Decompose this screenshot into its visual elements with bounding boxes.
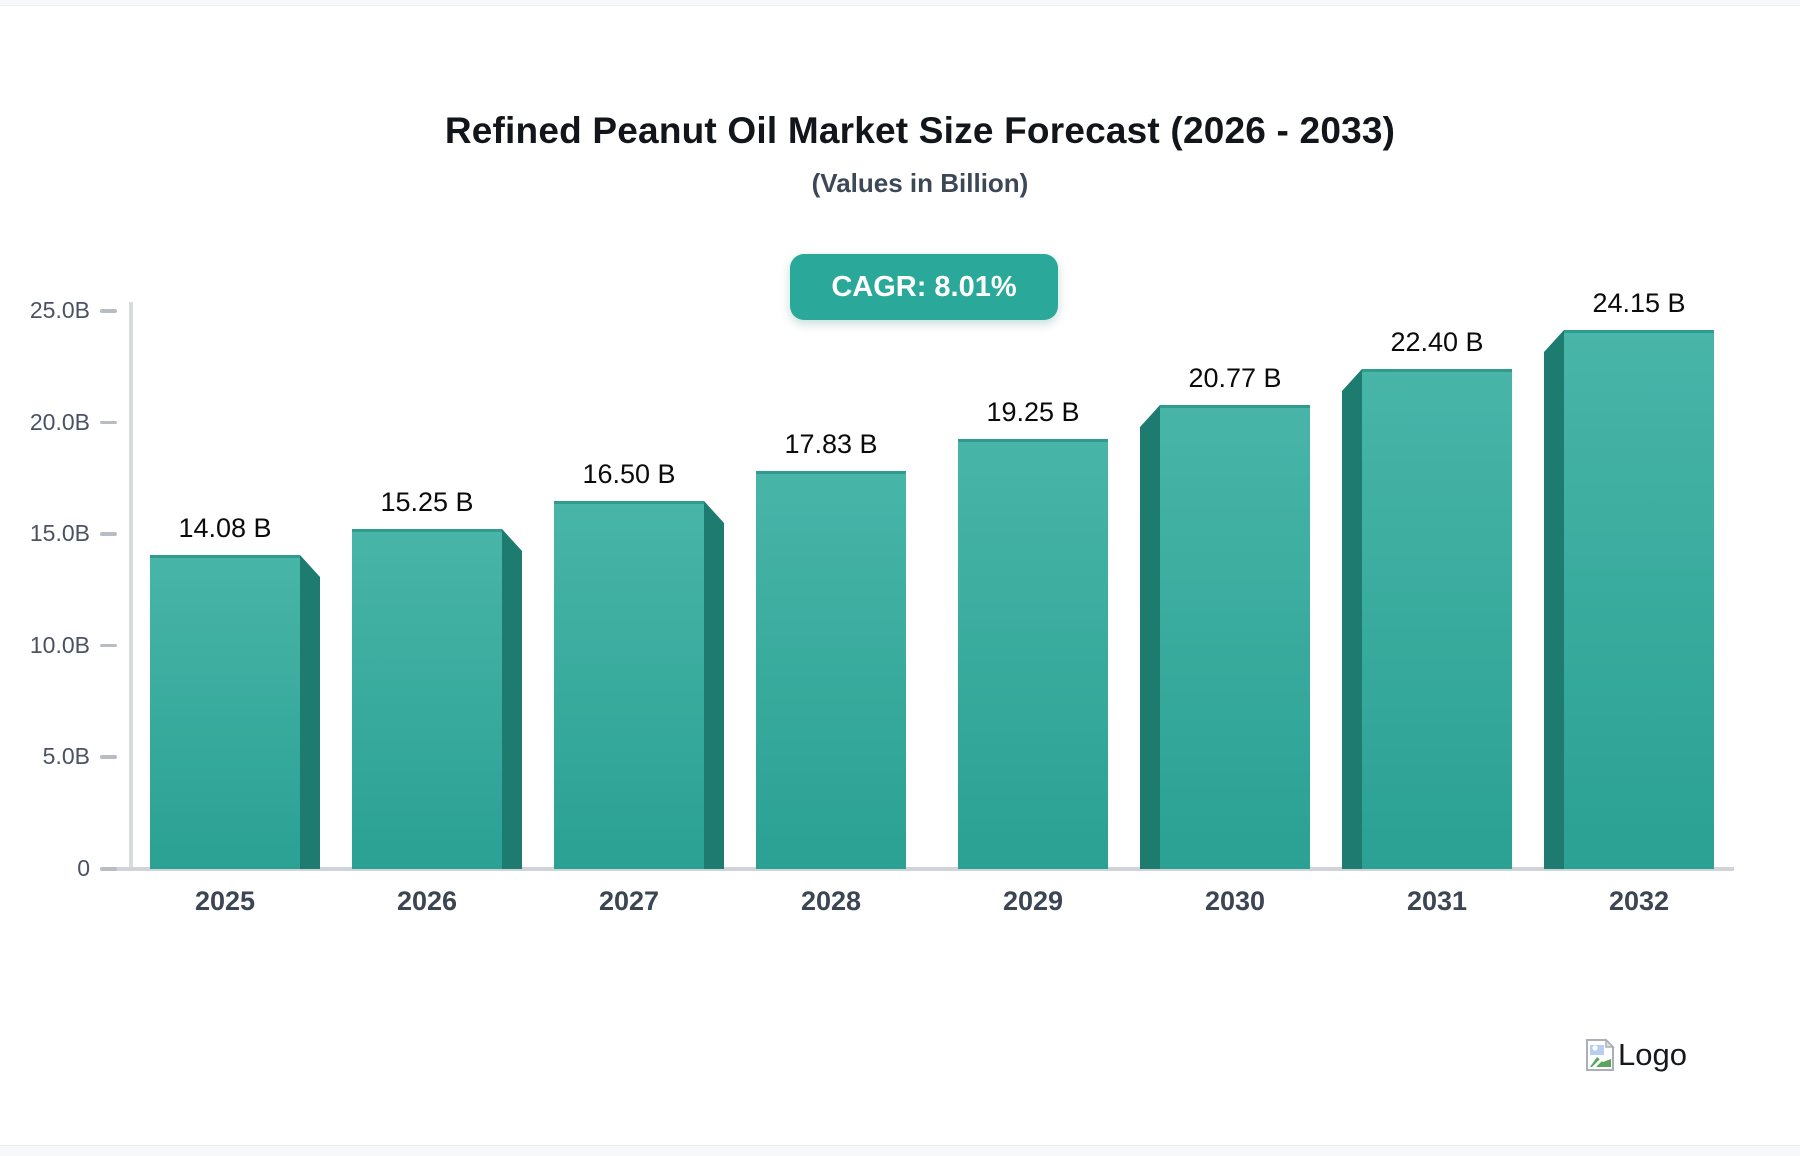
bar-value-label: 24.15 B bbox=[1592, 288, 1686, 318]
y-axis-line bbox=[129, 302, 133, 870]
bar-2029 bbox=[958, 439, 1108, 869]
cagr-badge: CAGR: 8.01% bbox=[790, 254, 1058, 320]
x-axis-label-2026: 2026 bbox=[396, 886, 458, 916]
page-bottom-strip bbox=[0, 1145, 1800, 1156]
bar-2032 bbox=[1544, 330, 1714, 869]
y-tick-label: 15.0B bbox=[29, 520, 90, 547]
bar-value-label: 19.25 B bbox=[986, 397, 1080, 427]
bar-2027 bbox=[554, 501, 724, 869]
broken-image-icon bbox=[1586, 1038, 1615, 1072]
chart-title: Refined Peanut Oil Market Size Forecast … bbox=[444, 110, 1396, 151]
y-tick-label: 5.0B bbox=[42, 743, 90, 770]
bar-2026 bbox=[352, 529, 522, 869]
bar-3d-side bbox=[704, 501, 724, 869]
x-axis-label-2031: 2031 bbox=[1406, 886, 1468, 916]
x-axis-line bbox=[110, 867, 1734, 871]
bar-value-label: 20.77 B bbox=[1188, 363, 1282, 393]
bar-value-label: 17.83 B bbox=[784, 429, 878, 459]
y-tick-mark bbox=[100, 643, 117, 648]
y-tick-mark bbox=[100, 755, 117, 759]
logo: Logo bbox=[1584, 1037, 1687, 1072]
y-tick-mark bbox=[100, 420, 117, 425]
bar-2030 bbox=[1140, 405, 1310, 869]
y-tick-mark bbox=[100, 532, 117, 536]
y-tick-label: 25.0B bbox=[29, 297, 90, 323]
bar-3d-side bbox=[502, 529, 522, 869]
bar-2028 bbox=[756, 471, 906, 869]
bar-value-label: 15.25 B bbox=[380, 487, 474, 517]
x-axis-label-2029: 2029 bbox=[1002, 886, 1064, 916]
x-axis-label-2030: 2030 bbox=[1204, 886, 1266, 916]
bar-3d-side bbox=[300, 555, 320, 869]
bar-2025 bbox=[150, 555, 320, 869]
y-tick-label: 10.0B bbox=[29, 631, 90, 658]
y-tick-label: 0 bbox=[77, 855, 90, 881]
bar-value-label: 14.08 B bbox=[178, 513, 272, 543]
bar-value-label: 16.50 B bbox=[582, 459, 676, 489]
x-axis-label-2028: 2028 bbox=[800, 886, 862, 916]
y-tick-mark bbox=[100, 867, 117, 871]
y-tick-mark bbox=[100, 309, 117, 313]
bar-3d-side bbox=[1342, 369, 1362, 869]
bar-2031 bbox=[1342, 369, 1512, 869]
logo-alt-text: Logo bbox=[1618, 1037, 1687, 1072]
bar-value-label: 22.40 B bbox=[1390, 327, 1484, 357]
x-axis-label-2025: 2025 bbox=[194, 886, 256, 916]
y-tick-label: 20.0B bbox=[29, 408, 90, 435]
x-axis-label-2032: 2032 bbox=[1608, 886, 1670, 916]
x-axis-label-2027: 2027 bbox=[598, 886, 660, 916]
page-top-strip bbox=[0, 0, 1800, 6]
chart-subtitle: (Values in Billion) bbox=[811, 168, 1029, 198]
bar-3d-side bbox=[1544, 330, 1564, 869]
bar-3d-side bbox=[1140, 405, 1160, 869]
